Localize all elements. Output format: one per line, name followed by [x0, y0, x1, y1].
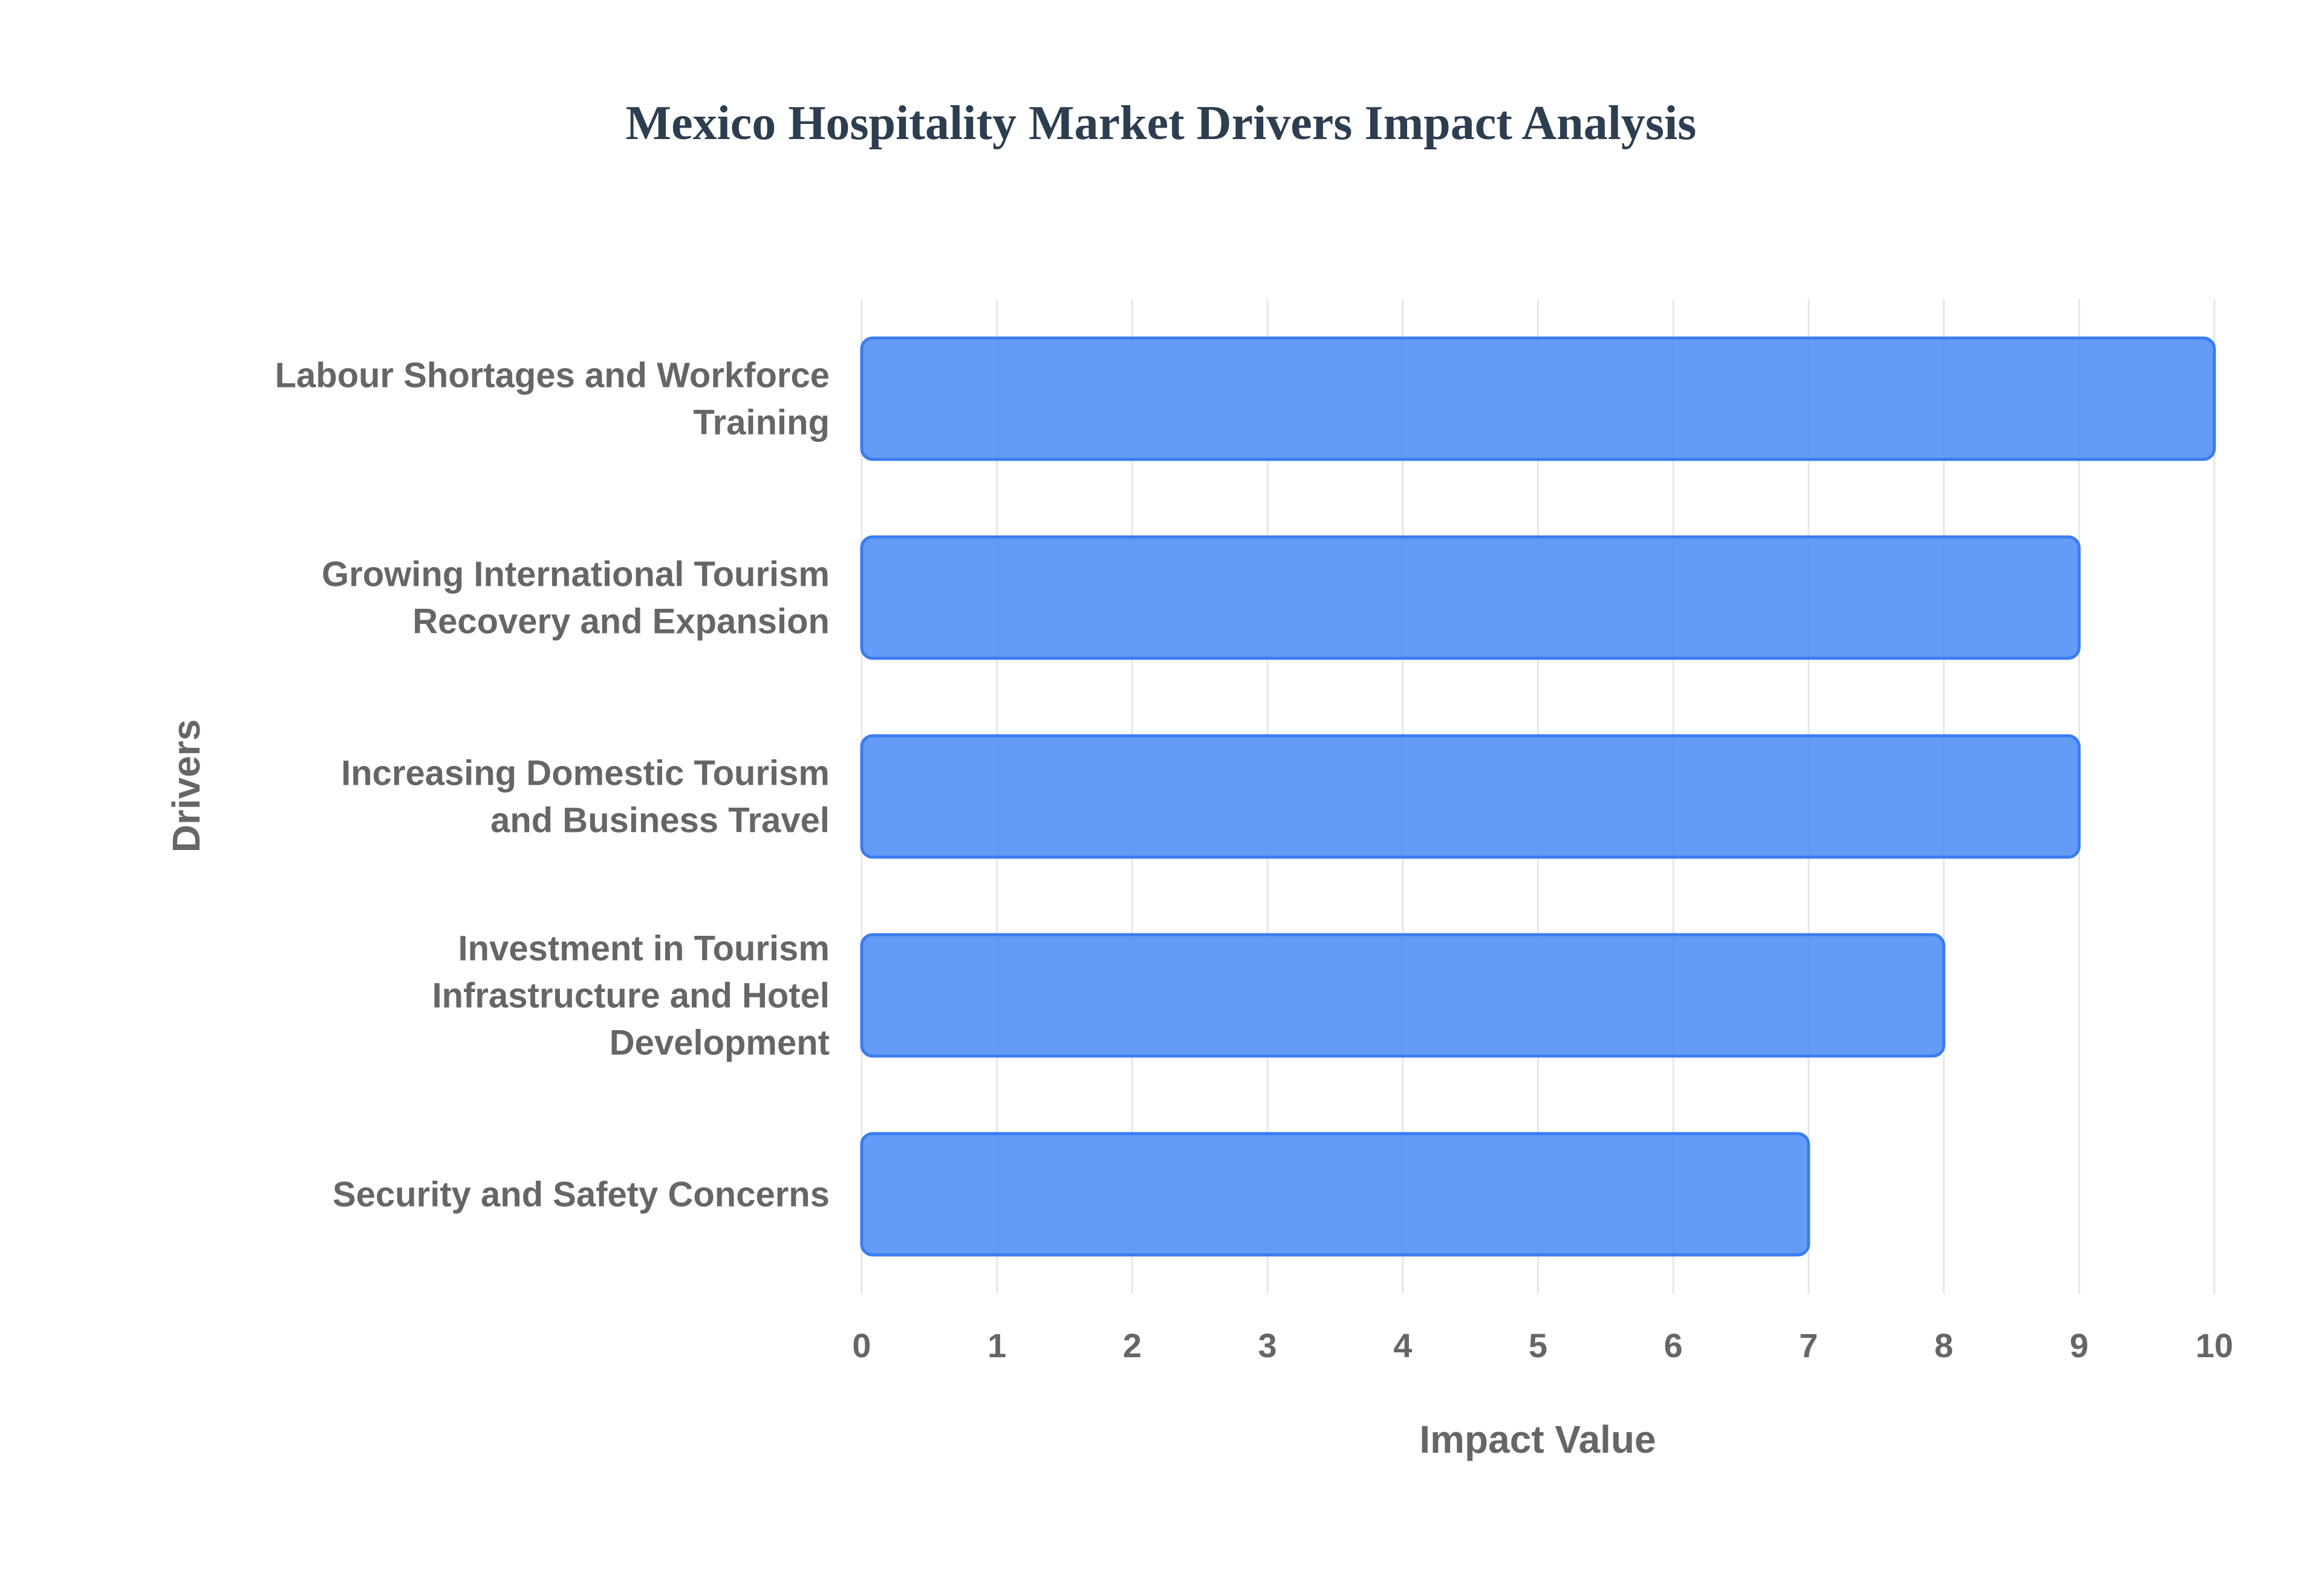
chart-title: Mexico Hospitality Market Drivers Impact…: [626, 97, 1697, 150]
bar[interactable]: [860, 535, 2081, 660]
bar[interactable]: [860, 1132, 1810, 1257]
bar[interactable]: [860, 734, 2081, 859]
x-tick-label: 1: [987, 1326, 1006, 1364]
category-label: Labour Shortages and Workforce Training: [275, 356, 830, 443]
category-label: Growing International Tourism Recovery an…: [322, 555, 830, 641]
bar[interactable]: [860, 933, 1946, 1058]
category-label: Increasing Domestic Tourism and Business …: [341, 754, 830, 840]
x-tick-label: 4: [1393, 1326, 1412, 1364]
x-tick-label: 6: [1664, 1326, 1683, 1364]
bars: [860, 336, 2216, 1257]
bar[interactable]: [860, 336, 2216, 461]
x-tick-labels: 0 1 2 3 4 5 6 7 8 9 10: [852, 1326, 2233, 1364]
category-labels: Labour Shortages and Workforce Training Gr…: [275, 356, 830, 1215]
category-label: Security and Safety Concerns: [333, 1175, 830, 1215]
x-tick-label: 0: [852, 1326, 871, 1364]
x-tick-label: 7: [1799, 1326, 1818, 1364]
x-tick-label: 5: [1529, 1326, 1547, 1364]
x-tick-label: 2: [1123, 1326, 1142, 1364]
y-axis-title: Drivers: [164, 719, 208, 853]
x-tick-label: 10: [2196, 1326, 2233, 1364]
x-tick-label: 9: [2070, 1326, 2089, 1364]
x-tick-label: 8: [1934, 1326, 1953, 1364]
category-label: Investment in Tourism Infrastructure and …: [432, 929, 830, 1063]
x-axis-title: Impact Value: [1419, 1418, 1656, 1461]
x-tick-label: 3: [1258, 1326, 1277, 1364]
